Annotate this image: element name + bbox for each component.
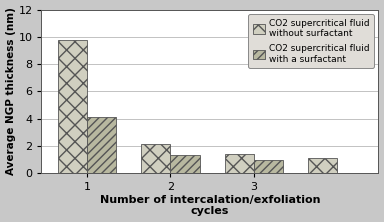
Bar	[141, 144, 170, 173]
Bar	[58, 40, 87, 173]
Bar	[254, 160, 283, 173]
Bar	[87, 117, 116, 173]
Legend: CO2 supercritical fluid
without surfactant, CO2 supercritical fluid
with a surfa: CO2 supercritical fluid without surfacta…	[248, 14, 374, 68]
Bar	[225, 154, 254, 173]
Bar	[170, 155, 200, 173]
Y-axis label: Average NGP thickness (nm): Average NGP thickness (nm)	[5, 7, 16, 175]
Bar	[308, 158, 337, 173]
X-axis label: Number of intercalation/exfoliation
cycles: Number of intercalation/exfoliation cycl…	[100, 195, 320, 216]
